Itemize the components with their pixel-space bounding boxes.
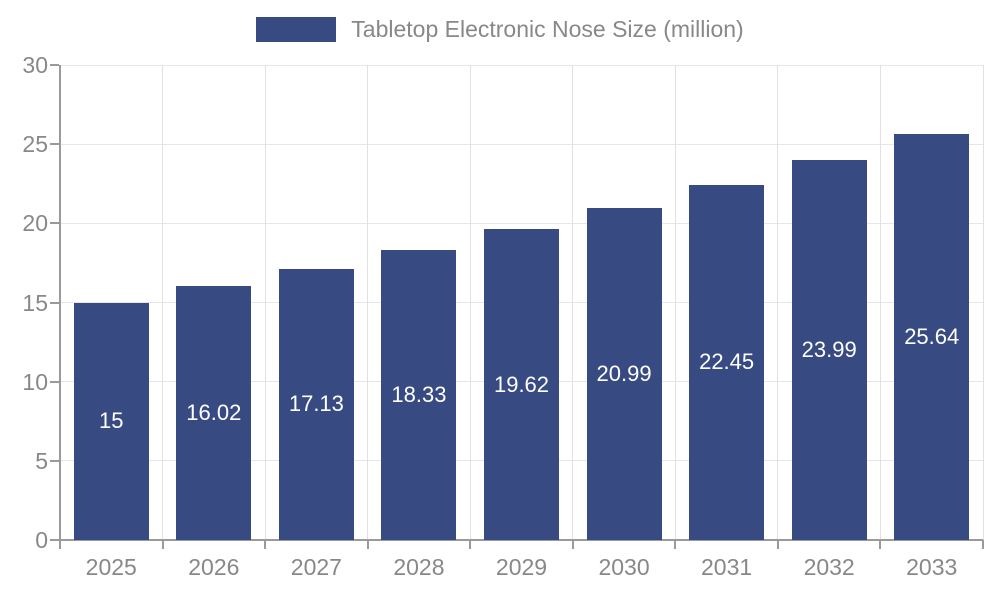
x-tick-mark	[776, 540, 779, 549]
y-tick-label: 25	[22, 131, 48, 158]
x-tick-mark	[59, 540, 61, 549]
v-gridline	[469, 65, 471, 540]
v-gridline	[777, 65, 779, 540]
v-gridline	[162, 65, 164, 540]
y-tick-label: 15	[22, 289, 48, 316]
bar-value-label: 17.13	[288, 391, 344, 417]
legend-label: Tabletop Electronic Nose Size (million)	[351, 16, 744, 42]
bar: 17.13	[278, 268, 354, 540]
v-gridline	[367, 65, 369, 540]
bar-value-label: 20.99	[596, 360, 652, 386]
h-gridline	[60, 64, 983, 66]
x-tick-label: 2025	[85, 554, 137, 580]
x-tick-mark	[366, 540, 369, 549]
v-gridline	[674, 65, 676, 540]
v-gridline	[572, 65, 574, 540]
x-tick-label: 2030	[598, 554, 650, 580]
bar-value-label: 22.45	[699, 349, 755, 375]
bar: 19.62	[484, 229, 559, 540]
bar-value-label: 18.33	[391, 381, 447, 407]
bar: 20.99	[586, 207, 662, 540]
y-tick-label: 20	[22, 210, 48, 237]
x-tick-label: 2031	[701, 554, 753, 580]
y-tick-mark	[50, 539, 59, 541]
x-tick-label: 2026	[188, 554, 240, 580]
y-tick-mark	[50, 222, 59, 225]
x-tick-mark	[469, 540, 472, 549]
bar: 15	[73, 302, 149, 540]
bar: 22.45	[689, 184, 765, 540]
bar-value-label: 15	[99, 408, 124, 434]
bar-value-label: 16.02	[186, 400, 242, 426]
bar: 25.64	[894, 134, 970, 540]
y-tick-mark	[50, 380, 59, 383]
y-tick-mark	[50, 143, 59, 146]
x-axis-line	[59, 539, 983, 541]
y-tick-mark	[50, 301, 59, 304]
y-tick-label: 5	[35, 447, 48, 474]
x-tick-label: 2033	[906, 554, 958, 580]
legend-swatch	[256, 17, 337, 42]
x-tick-label: 2032	[803, 554, 855, 580]
bar-value-label: 19.62	[493, 371, 550, 397]
y-tick-mark	[50, 459, 59, 462]
y-tick-label: 0	[35, 527, 48, 553]
y-tick-label: 10	[22, 368, 48, 395]
x-tick-mark	[674, 540, 677, 549]
v-gridline	[982, 65, 984, 540]
x-tick-label: 2029	[495, 554, 548, 580]
y-tick-label: 30	[22, 52, 48, 78]
h-gridline	[60, 222, 983, 224]
bar: 16.02	[176, 286, 252, 540]
x-tick-mark	[571, 540, 574, 549]
x-tick-label: 2028	[393, 554, 445, 580]
v-gridline	[264, 65, 266, 540]
v-gridline	[879, 65, 881, 540]
x-tick-label: 2027	[290, 554, 342, 580]
bar: 18.33	[381, 249, 457, 540]
plot-area: 0 5 10 15 20 25 30 2025 2026 2027 2028 2029 2030 2031…	[22, 54, 984, 579]
bar-value-label: 25.64	[904, 324, 960, 350]
x-tick-mark	[161, 540, 164, 549]
y-axis-line	[59, 65, 61, 540]
h-gridline	[60, 143, 983, 145]
x-tick-mark	[982, 540, 984, 549]
bar: 23.99	[791, 160, 867, 540]
x-tick-mark	[264, 540, 267, 549]
x-tick-mark	[879, 540, 882, 549]
legend: Tabletop Electronic Nose Size (million)	[0, 16, 1000, 43]
bar-value-label: 23.99	[801, 337, 857, 363]
y-tick-mark	[50, 64, 59, 66]
